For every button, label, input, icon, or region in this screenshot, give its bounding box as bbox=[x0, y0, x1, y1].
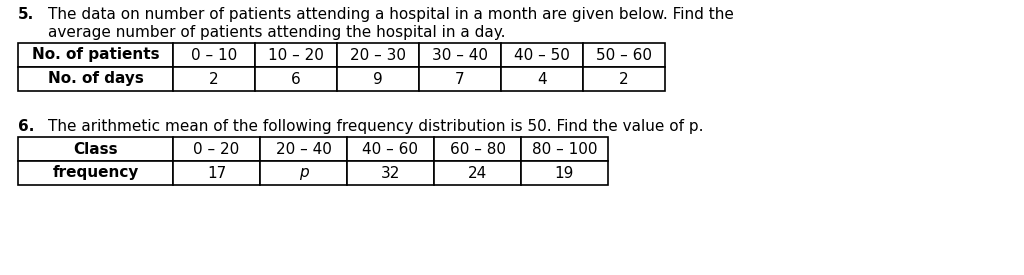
Bar bbox=[434, 161, 521, 185]
Bar bbox=[173, 161, 260, 185]
Text: 19: 19 bbox=[555, 166, 574, 180]
Text: 2: 2 bbox=[620, 72, 629, 87]
Text: average number of patients attending the hospital in a day.: average number of patients attending the… bbox=[48, 25, 506, 40]
Text: 20 – 40: 20 – 40 bbox=[275, 142, 332, 156]
Text: 17: 17 bbox=[207, 166, 226, 180]
Text: 40 – 60: 40 – 60 bbox=[362, 142, 419, 156]
Text: 10 – 20: 10 – 20 bbox=[268, 48, 324, 62]
Bar bbox=[419, 67, 501, 91]
Bar bbox=[521, 137, 608, 161]
Text: 6: 6 bbox=[291, 72, 301, 87]
Text: No. of patients: No. of patients bbox=[32, 48, 160, 62]
Text: 60 – 80: 60 – 80 bbox=[450, 142, 506, 156]
Bar bbox=[583, 67, 665, 91]
Text: 9: 9 bbox=[373, 72, 383, 87]
Text: 40 – 50: 40 – 50 bbox=[514, 48, 570, 62]
Text: 0 – 10: 0 – 10 bbox=[190, 48, 238, 62]
Bar bbox=[255, 67, 337, 91]
Text: 50 – 60: 50 – 60 bbox=[596, 48, 652, 62]
Bar bbox=[501, 43, 583, 67]
Text: 24: 24 bbox=[468, 166, 487, 180]
Text: 20 – 30: 20 – 30 bbox=[350, 48, 406, 62]
Bar bbox=[434, 137, 521, 161]
Bar bbox=[583, 43, 665, 67]
Text: The data on number of patients attending a hospital in a month are given below. : The data on number of patients attending… bbox=[48, 7, 734, 22]
Text: 0 – 20: 0 – 20 bbox=[194, 142, 240, 156]
Text: 2: 2 bbox=[209, 72, 219, 87]
Bar bbox=[18, 43, 173, 67]
Text: The arithmetic mean of the following frequency distribution is 50. Find the valu: The arithmetic mean of the following fre… bbox=[48, 119, 703, 134]
Bar bbox=[337, 43, 419, 67]
Text: 80 – 100: 80 – 100 bbox=[531, 142, 597, 156]
Text: 5.: 5. bbox=[18, 7, 34, 22]
Text: 4: 4 bbox=[538, 72, 547, 87]
Bar bbox=[521, 161, 608, 185]
Text: p: p bbox=[299, 166, 308, 180]
Bar bbox=[347, 161, 434, 185]
Bar bbox=[347, 137, 434, 161]
Text: No. of days: No. of days bbox=[47, 72, 143, 87]
Bar bbox=[18, 137, 173, 161]
Text: 30 – 40: 30 – 40 bbox=[432, 48, 488, 62]
Bar bbox=[337, 67, 419, 91]
Text: Class: Class bbox=[73, 142, 118, 156]
Bar bbox=[173, 67, 255, 91]
Bar bbox=[173, 137, 260, 161]
Bar bbox=[173, 43, 255, 67]
Bar bbox=[18, 161, 173, 185]
Bar bbox=[255, 43, 337, 67]
Text: 32: 32 bbox=[381, 166, 400, 180]
Text: 6.: 6. bbox=[18, 119, 35, 134]
Bar bbox=[260, 161, 347, 185]
Bar bbox=[260, 137, 347, 161]
Text: 7: 7 bbox=[456, 72, 465, 87]
Bar bbox=[18, 67, 173, 91]
Bar bbox=[501, 67, 583, 91]
Bar bbox=[419, 43, 501, 67]
Text: frequency: frequency bbox=[52, 166, 138, 180]
